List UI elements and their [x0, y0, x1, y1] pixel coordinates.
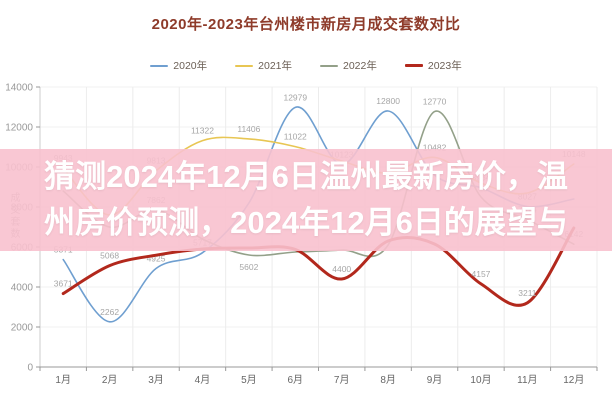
data-point-label: 2262 — [100, 307, 119, 317]
headline-overlay-banner: 猜测2024年12月6日温州最新房价，温 州房价预测，2024年12月6日的展望… — [0, 149, 612, 251]
legend-label: 2020年 — [173, 60, 208, 72]
data-point-label: 3211 — [518, 288, 537, 298]
data-point-label: 4157 — [471, 269, 490, 279]
data-point-label: 4925 — [147, 254, 166, 264]
data-point-label: 11406 — [237, 124, 260, 134]
x-tick-label: 11月 — [517, 374, 537, 386]
data-point-label: 12770 — [423, 97, 447, 107]
x-tick-label: 1月 — [55, 374, 71, 386]
legend: 2020年 2021年 2022年 2023年 — [0, 58, 612, 73]
x-tick-label: 10月 — [470, 374, 491, 386]
data-point-label: 5068 — [100, 251, 119, 261]
data-point-label: 3671 — [54, 279, 73, 289]
x-tick-label: 9月 — [427, 374, 443, 386]
legend-swatch-icon — [320, 64, 338, 67]
legend-label: 2021年 — [258, 60, 292, 72]
series-line-2023年 — [61, 226, 576, 307]
chart-title: 2020年-2023年台州楼市新房月成交套数对比 — [151, 16, 461, 33]
y-tick-label: 0 — [27, 363, 33, 374]
data-point-label: 12800 — [376, 96, 400, 106]
data-point-label: 5602 — [239, 262, 258, 272]
x-tick-label: 12月 — [563, 374, 584, 386]
headline-line-1: 猜测2024年12月6日温州最新房价，温 — [44, 159, 568, 194]
x-tick-label: 5月 — [241, 374, 257, 386]
legend-swatch-icon — [404, 64, 423, 67]
legend-label: 2023年 — [427, 60, 462, 72]
legend-item-2023年[interactable]: 2023年 — [404, 58, 462, 73]
x-tick-label: 8月 — [380, 374, 396, 386]
x-tick-label: 7月 — [334, 374, 350, 386]
legend-item-2021年[interactable]: 2021年 — [235, 58, 292, 73]
legend-item-2022年[interactable]: 2022年 — [320, 58, 377, 73]
y-tick-label: 4000 — [11, 283, 34, 294]
data-point-label: 10482 — [423, 142, 447, 152]
x-tick-label: 3月 — [148, 374, 164, 386]
legend-swatch-icon — [150, 64, 169, 67]
legend-label: 2022年 — [343, 60, 377, 72]
data-point-label: 12979 — [283, 92, 307, 102]
y-tick-label: 14000 — [5, 83, 33, 94]
data-point-label: 11022 — [284, 132, 307, 142]
x-tick-label: 2月 — [102, 374, 118, 386]
x-tick-label: 6月 — [288, 374, 304, 386]
headline-line-2: 州房价预测，2024年12月6日的展望与 — [44, 205, 568, 240]
y-tick-label: 12000 — [5, 123, 33, 134]
legend-item-2020年[interactable]: 2020年 — [150, 58, 207, 73]
x-tick-label: 4月 — [195, 374, 211, 386]
legend-swatch-icon — [235, 64, 254, 67]
data-point-label: 11322 — [191, 126, 214, 136]
y-tick-label: 2000 — [11, 323, 34, 334]
data-point-label: 4400 — [332, 264, 351, 274]
